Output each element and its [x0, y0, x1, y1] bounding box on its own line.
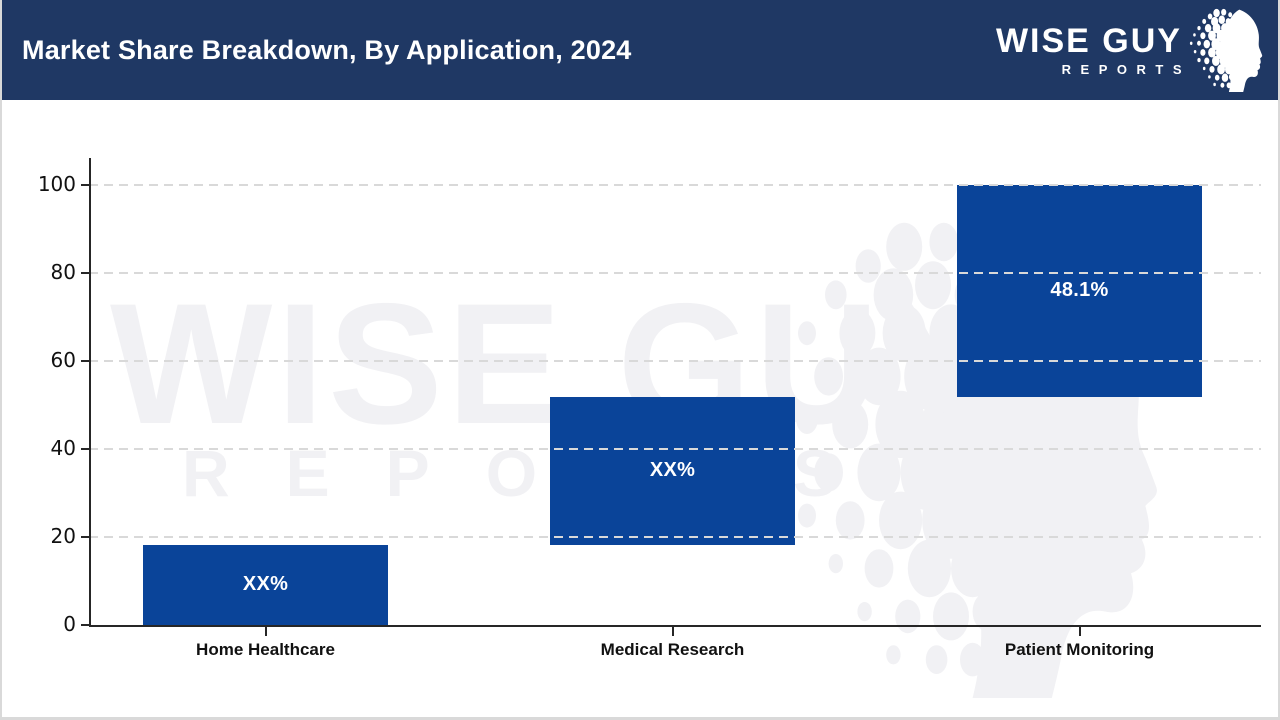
wiseguy-logo-text: WISE GUY REPORTS	[996, 24, 1182, 76]
y-tick-label-0: 0	[63, 612, 76, 636]
page-title: Market Share Breakdown, By Application, …	[22, 34, 632, 65]
wiseguy-face-logo-icon	[1189, 8, 1263, 92]
bar-chart: WISE GUY REPORTS	[2, 100, 1278, 717]
bar-value-label: XX%	[242, 573, 289, 596]
x-tick-2	[1078, 627, 1081, 636]
y-axis-line	[89, 158, 91, 627]
y-tick-100	[81, 184, 89, 186]
bar-medical-research: XX%	[550, 396, 795, 545]
y-tick-label-80: 80	[50, 260, 76, 284]
x-category-label-1: Medical Research	[600, 640, 745, 659]
bar-value-label: XX%	[649, 459, 696, 482]
brand-name: WISE GUY	[995, 22, 1182, 60]
y-tick-0	[81, 624, 89, 626]
gridline-100	[89, 184, 1261, 186]
brand-subtitle: REPORTS	[1061, 62, 1191, 77]
bar-home-healthcare: XX%	[143, 544, 388, 625]
x-axis-line	[89, 625, 1261, 627]
y-tick-80	[81, 272, 89, 274]
wiseguy-logo: WISE GUY REPORTS	[996, 8, 1264, 92]
y-tick-label-100: 100	[37, 172, 76, 196]
gridline-20	[89, 536, 1261, 538]
y-tick-40	[81, 448, 89, 450]
gridline-80	[89, 272, 1261, 274]
x-category-label-0: Home Healthcare	[196, 640, 335, 659]
gridline-60	[89, 360, 1261, 362]
gridline-40	[89, 448, 1261, 450]
y-tick-label-40: 40	[50, 436, 76, 460]
y-tick-60	[81, 360, 89, 362]
x-tick-0	[264, 627, 267, 636]
y-tick-label-60: 60	[50, 348, 76, 372]
x-tick-1	[671, 627, 674, 636]
y-tick-20	[81, 536, 89, 538]
x-category-label-2: Patient Monitoring	[1004, 640, 1155, 659]
header-band: Market Share Breakdown, By Application, …	[2, 0, 1278, 100]
bar-patient-monitoring: 48.1%	[957, 185, 1202, 397]
bar-value-label: 48.1%	[1050, 279, 1109, 302]
y-tick-label-20: 20	[50, 524, 76, 548]
